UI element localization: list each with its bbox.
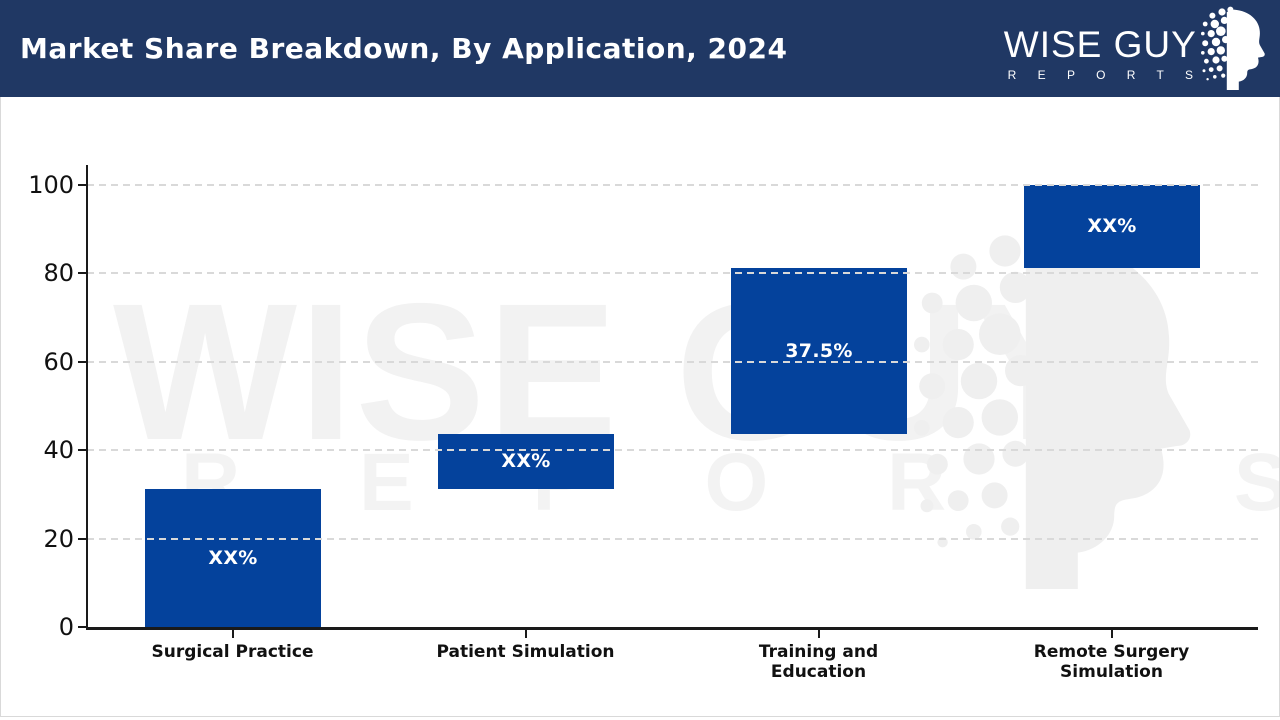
- y-tick-label-60: 60: [43, 347, 74, 376]
- x-category-label-3: Remote Surgery Simulation: [1033, 642, 1190, 682]
- y-tick-60: [78, 360, 86, 363]
- bar-remote-surgery-simulation: XX%: [1024, 185, 1200, 268]
- x-tick-0: [231, 630, 234, 638]
- x-tick-1: [524, 630, 527, 638]
- x-tick-2: [817, 630, 820, 638]
- dotted-head-icon: [1198, 6, 1270, 90]
- header-bar: Market Share Breakdown, By Application, …: [0, 0, 1280, 97]
- gridline-80: [87, 272, 1258, 275]
- watermark-head-icon: [901, 225, 1213, 589]
- x-tick-3: [1110, 630, 1113, 638]
- bar-training-and-education: 37.5%: [731, 267, 907, 434]
- y-axis-line: [86, 165, 88, 630]
- x-category-label-0: Surgical Practice: [151, 642, 314, 662]
- logo-text: WISE GUY R E P O R T S: [999, 24, 1202, 82]
- x-axis-line: [86, 627, 1258, 630]
- bar-patient-simulation: XX%: [438, 433, 614, 489]
- bar-surgical-practice: XX%: [145, 488, 321, 627]
- y-tick-label-40: 40: [43, 436, 74, 465]
- y-tick-100: [78, 184, 86, 186]
- y-tick-40: [78, 449, 86, 452]
- bar-value-label: XX%: [208, 546, 258, 569]
- logo-wordmark: WISE GUY: [1003, 24, 1197, 66]
- bar-value-label: XX%: [1087, 215, 1137, 238]
- y-tick-label-20: 20: [43, 524, 74, 553]
- y-tick-label-0: 0: [58, 613, 74, 641]
- gridline-100: [87, 184, 1258, 186]
- bar-value-label: 37.5%: [785, 339, 853, 362]
- bar-value-label: XX%: [501, 450, 551, 473]
- y-tick-80: [78, 272, 86, 275]
- wise-guy-reports-logo: WISE GUY R E P O R T S: [999, 4, 1270, 90]
- chart-area: WISE GUY R E P O R T S 0 20 40 60 80 100 XX% Su…: [0, 97, 1280, 717]
- gridline-40: [87, 449, 1258, 452]
- logo-subtitle: R E P O R T S: [1007, 67, 1202, 82]
- y-tick-label-80: 80: [43, 259, 74, 288]
- page-title: Market Share Breakdown, By Application, …: [20, 32, 788, 65]
- y-tick-label-100: 100: [28, 171, 74, 199]
- y-tick-20: [78, 537, 86, 540]
- x-category-label-1: Patient Simulation: [436, 642, 615, 662]
- x-category-label-2: Training and Education: [758, 642, 879, 682]
- gridline-20: [87, 537, 1258, 540]
- y-tick-0: [78, 626, 86, 628]
- gridline-60: [87, 360, 1258, 363]
